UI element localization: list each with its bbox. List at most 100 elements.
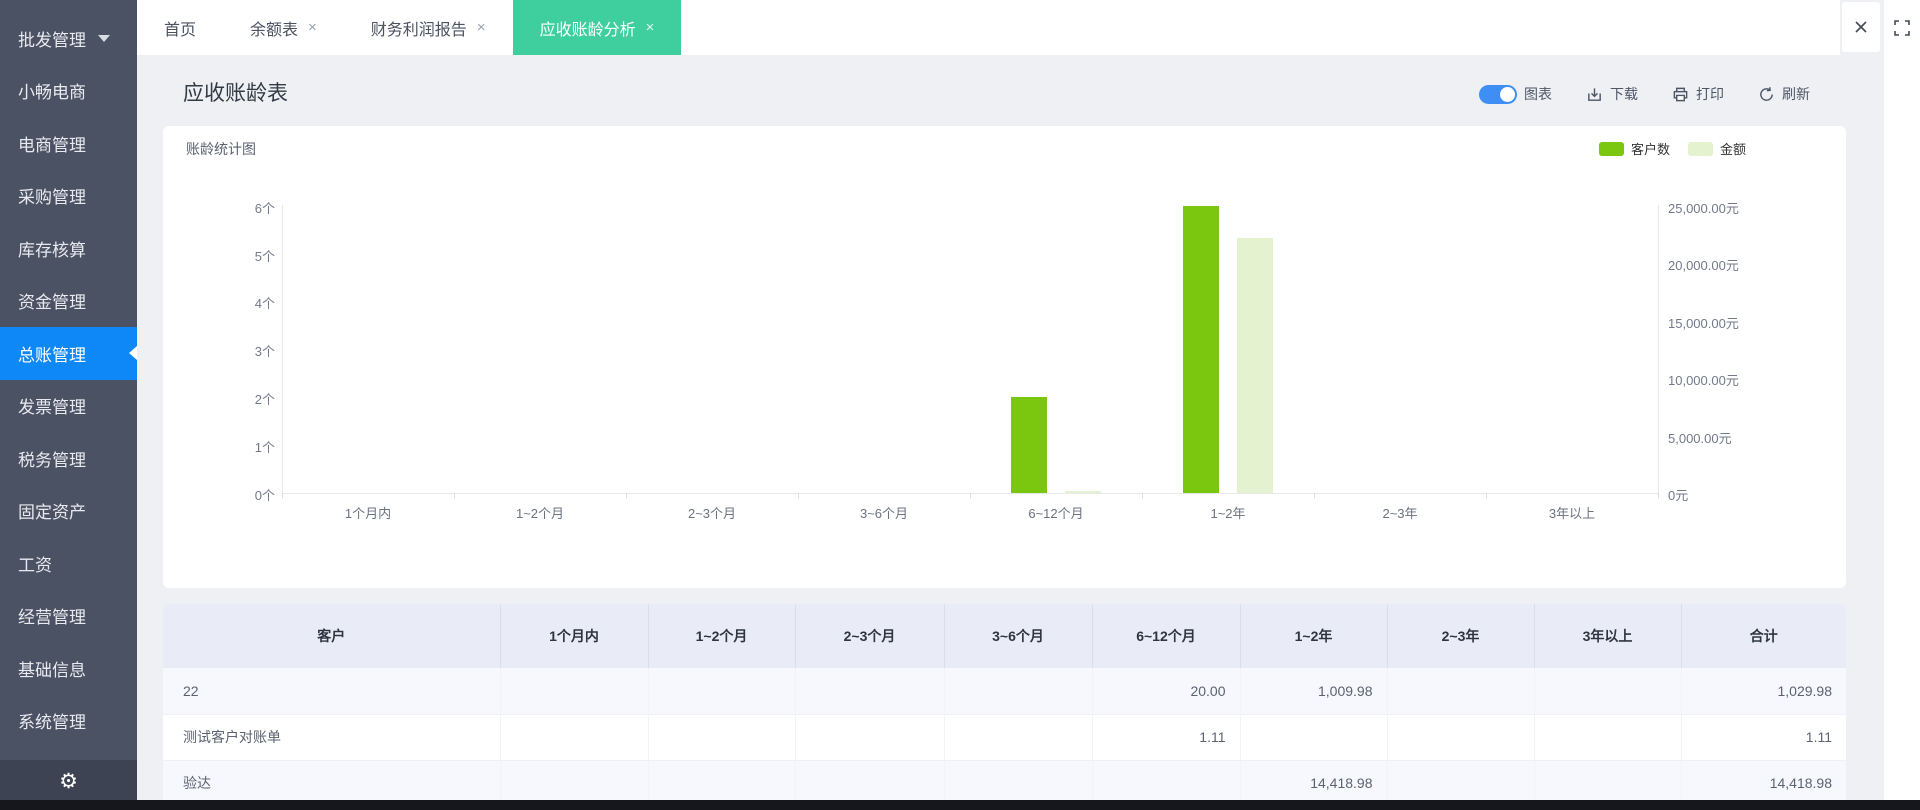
sidebar: 批发管理小畅电商电商管理采购管理库存核算 资金管理 总账管理发票管理税务管理固定资产… <box>0 0 137 810</box>
sidebar-item-11[interactable]: 经营管理 <box>0 590 137 643</box>
amount-cell <box>944 714 1093 761</box>
x-axis-category-label: 6~12个月 <box>1028 506 1084 521</box>
bottom-scrollbar[interactable] <box>0 800 1920 810</box>
sidebar-item-2[interactable]: 电商管理 <box>0 117 137 170</box>
right-axis-tick-label: 5,000.00元 <box>1668 430 1732 446</box>
chart-view-toggle[interactable]: 图表 <box>1479 84 1552 104</box>
sidebar-item-label: 批发管理 <box>18 30 86 50</box>
sidebar-item-1[interactable]: 小畅电商 <box>0 65 137 118</box>
print-label: 打印 <box>1696 86 1724 102</box>
customer-name-cell: 验达 <box>163 760 501 800</box>
sidebar-item-label: 发票管理 <box>18 398 86 418</box>
x-axis-category-label: 3年以上 <box>1548 506 1596 521</box>
bar-客户数-1~2年[interactable] <box>1183 205 1219 493</box>
amount-cell <box>1387 714 1535 761</box>
sidebar-item-4[interactable]: 库存核算 <box>0 222 137 275</box>
sidebar-item-9[interactable]: 固定资产 <box>0 485 137 538</box>
toggle-knob <box>1500 86 1515 102</box>
right-axis-tick-label: 25,000.00元 <box>1668 200 1739 216</box>
column-header: 3年以上 <box>1534 604 1682 668</box>
bar-金额-6~12个月[interactable] <box>1065 491 1101 493</box>
x-axis-category-label: 2~3年 <box>1382 506 1418 521</box>
column-header: 2~3个月 <box>795 604 945 668</box>
amount-cell <box>500 760 649 800</box>
right-axis-tick-label: 0元 <box>1668 488 1689 503</box>
x-axis-tick <box>970 493 971 498</box>
left-axis-line <box>282 204 283 493</box>
amount-cell: 14,418.98 <box>1681 760 1846 800</box>
x-axis-category-label: 1~2年 <box>1210 506 1246 521</box>
x-axis-tick <box>1314 493 1315 498</box>
print-button[interactable]: 打印 <box>1672 84 1724 104</box>
amount-cell <box>1387 760 1535 800</box>
amount-cell <box>1534 668 1682 715</box>
tab-bar: 首页 余额表 × 财务利润报告 × 应收账龄分析 × <box>137 0 1840 55</box>
column-header: 2~3年 <box>1387 604 1535 668</box>
tab-3[interactable]: 应收账龄分析 × <box>512 0 682 55</box>
fullscreen-button[interactable] <box>1884 16 1920 40</box>
fullscreen-icon <box>1894 20 1910 36</box>
tab-close-icon[interactable]: × <box>476 19 486 36</box>
right-axis-tick-label: 10,000.00元 <box>1668 373 1739 389</box>
download-button[interactable]: 下载 <box>1586 84 1638 104</box>
x-axis-tick <box>798 493 799 498</box>
sidebar-item-13[interactable]: 系统管理 <box>0 695 137 748</box>
refresh-label: 刷新 <box>1782 86 1810 102</box>
right-axis-line <box>1658 204 1659 493</box>
amount-cell: 1.11 <box>1681 714 1846 761</box>
x-axis-category-label: 1~2个月 <box>515 506 565 521</box>
right-scroll-strip[interactable] <box>1884 0 1920 810</box>
x-axis-category-label: 1个月内 <box>344 506 392 521</box>
aging-table-card: 客户 1个月内 1~2个月 2~3个月 3~6个月 6~12个月 1~2年 2~3年 3年以上合… <box>163 604 1846 800</box>
refresh-button[interactable]: 刷新 <box>1758 84 1810 104</box>
sidebar-item-label: 系统管理 <box>18 713 86 733</box>
sidebar-item-label: 采购管理 <box>18 188 86 208</box>
page-title: 应收账龄表 <box>183 82 288 105</box>
left-axis-tick-label: 4个 <box>254 296 275 312</box>
amount-cell <box>944 760 1093 800</box>
sidebar-item-12[interactable]: 基础信息 <box>0 642 137 695</box>
sidebar-item-0[interactable]: 批发管理 <box>0 12 137 65</box>
sidebar-item-10[interactable]: 工资 <box>0 537 137 590</box>
x-axis-tick <box>626 493 627 498</box>
toggle-switch[interactable] <box>1479 84 1517 104</box>
legend-item-0[interactable]: 客户数 <box>1598 139 1670 158</box>
legend-swatch <box>1687 141 1713 156</box>
amount-cell <box>1387 668 1535 715</box>
column-header: 3~6个月 <box>944 604 1093 668</box>
sidebar-item-label: 电商管理 <box>18 135 86 155</box>
legend-item-1[interactable]: 金额 <box>1687 139 1746 158</box>
bar-金额-1~2年[interactable] <box>1237 238 1273 493</box>
tab-close-icon[interactable]: × <box>645 19 655 36</box>
amount-cell <box>795 760 945 800</box>
tab-close-icon[interactable]: × <box>308 19 317 36</box>
sidebar-item-label: 固定资产 <box>18 503 86 523</box>
sidebar-item-7[interactable]: 发票管理 <box>0 380 137 433</box>
close-window-button[interactable] <box>1842 2 1880 52</box>
amount-cell <box>500 714 649 761</box>
tab-0[interactable]: 首页 <box>137 0 223 55</box>
tab-1[interactable]: 余额表 × <box>223 0 344 55</box>
sidebar-item-5[interactable]: 资金管理 <box>0 275 137 328</box>
amount-cell: 1,029.98 <box>1681 668 1846 715</box>
left-axis-tick-label: 2个 <box>254 392 275 408</box>
x-axis-tick <box>1142 493 1143 498</box>
column-header: 客户 <box>163 604 501 668</box>
download-icon <box>1588 87 1601 101</box>
amount-cell <box>648 714 796 761</box>
table-row: 22 20.00 1,009.98 1,029.98 <box>163 668 1846 715</box>
tab-2[interactable]: 财务利润报告 × <box>344 0 513 55</box>
sidebar-item-3[interactable]: 采购管理 <box>0 170 137 223</box>
sidebar-settings-button[interactable]: ⚙ <box>0 760 137 802</box>
sidebar-item-8[interactable]: 税务管理 <box>0 432 137 485</box>
table-row: 验达 14,418.98 14,418.98 <box>163 760 1846 800</box>
bar-客户数-6~12个月[interactable] <box>1011 397 1047 493</box>
amount-cell <box>1092 760 1241 800</box>
sidebar-menu: 批发管理小畅电商电商管理采购管理库存核算 资金管理 总账管理发票管理税务管理固定资产… <box>0 0 137 747</box>
sidebar-item-6[interactable]: 总账管理 <box>0 327 137 380</box>
left-axis-tick-label: 1个 <box>254 440 275 456</box>
chart-toggle-label: 图表 <box>1524 86 1552 102</box>
legend-swatch <box>1598 141 1624 156</box>
left-axis-tick-label: 0个 <box>254 488 275 503</box>
amount-cell: 14,418.98 <box>1240 760 1388 800</box>
